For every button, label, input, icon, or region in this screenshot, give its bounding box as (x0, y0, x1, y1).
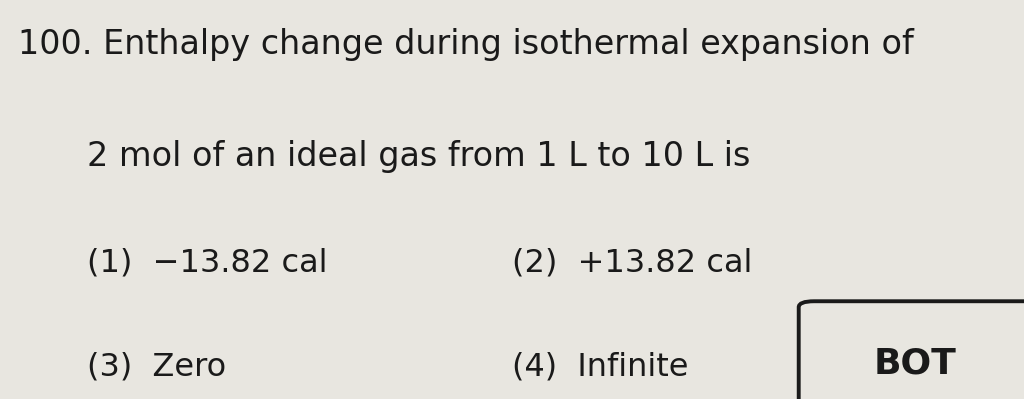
FancyBboxPatch shape (799, 301, 1024, 399)
Text: (3)  Zero: (3) Zero (87, 351, 226, 382)
Text: (2)  +13.82 cal: (2) +13.82 cal (512, 247, 753, 279)
Text: 100. Enthalpy change during isothermal expansion of: 100. Enthalpy change during isothermal e… (18, 28, 914, 61)
Text: BOT: BOT (874, 346, 956, 380)
Text: 2 mol of an ideal gas from 1 L to 10 L is: 2 mol of an ideal gas from 1 L to 10 L i… (87, 140, 751, 173)
Text: (4)  Infinite: (4) Infinite (512, 351, 688, 382)
Text: (1)  −13.82 cal: (1) −13.82 cal (87, 247, 328, 279)
